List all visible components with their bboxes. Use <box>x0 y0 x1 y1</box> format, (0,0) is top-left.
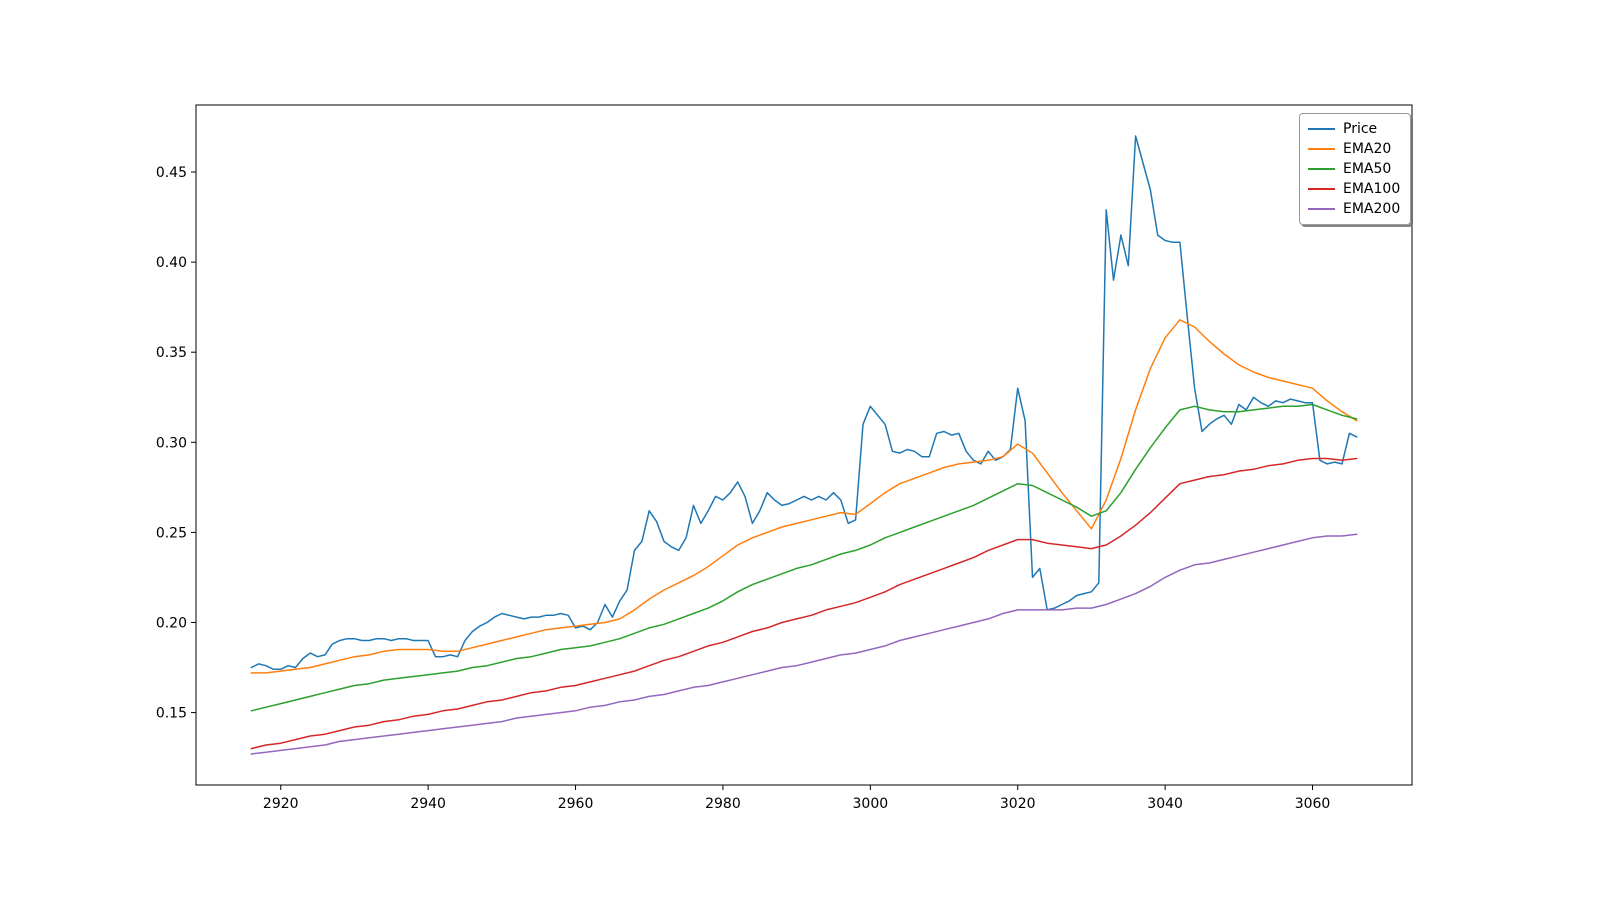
x-tick-label: 2960 <box>558 796 594 812</box>
legend-line-swatch <box>1308 208 1335 210</box>
legend-label: EMA100 <box>1343 181 1401 197</box>
plot-border <box>195 104 1413 786</box>
y-tick-label: 0.20 <box>156 615 187 631</box>
x-tick-label: 3060 <box>1295 796 1331 812</box>
series-line-ema20 <box>250 319 1358 674</box>
series-line-ema50 <box>250 403 1358 712</box>
legend-line-swatch <box>1308 168 1335 170</box>
legend-line-swatch <box>1308 128 1335 130</box>
y-tick-label: 0.25 <box>156 525 187 541</box>
x-tick-label: 2940 <box>410 796 446 812</box>
x-tick-label: 3020 <box>1000 796 1036 812</box>
y-tick-label: 0.15 <box>156 706 187 722</box>
series-line-price <box>250 135 1358 671</box>
y-tick-label: 0.30 <box>156 435 187 451</box>
x-tick-label: 3040 <box>1147 796 1183 812</box>
x-tick-label: 3000 <box>853 796 889 812</box>
legend-line-swatch <box>1308 148 1335 150</box>
legend-entry-ema200: EMA200 <box>1308 199 1400 219</box>
legend-label: EMA20 <box>1343 141 1392 157</box>
legend-entry-ema100: EMA100 <box>1308 179 1400 199</box>
series-line-ema100 <box>250 457 1358 750</box>
legend-entry-price: Price <box>1308 119 1400 139</box>
legend-label: EMA50 <box>1343 161 1392 177</box>
legend-entry-ema50: EMA50 <box>1308 159 1400 179</box>
legend-entry-ema20: EMA20 <box>1308 139 1400 159</box>
x-tick-label: 2920 <box>263 796 299 812</box>
x-tick-label: 2980 <box>705 796 741 812</box>
series-line-ema200 <box>250 533 1358 755</box>
legend: Price EMA20 EMA50 EMA100 EMA200 <box>1299 113 1412 225</box>
legend-label: EMA200 <box>1343 201 1401 217</box>
legend-label: Price <box>1343 121 1378 137</box>
y-tick-label: 0.45 <box>156 165 187 181</box>
legend-line-swatch <box>1308 188 1335 190</box>
y-tick-label: 0.40 <box>156 255 187 271</box>
y-tick-label: 0.35 <box>156 345 187 361</box>
